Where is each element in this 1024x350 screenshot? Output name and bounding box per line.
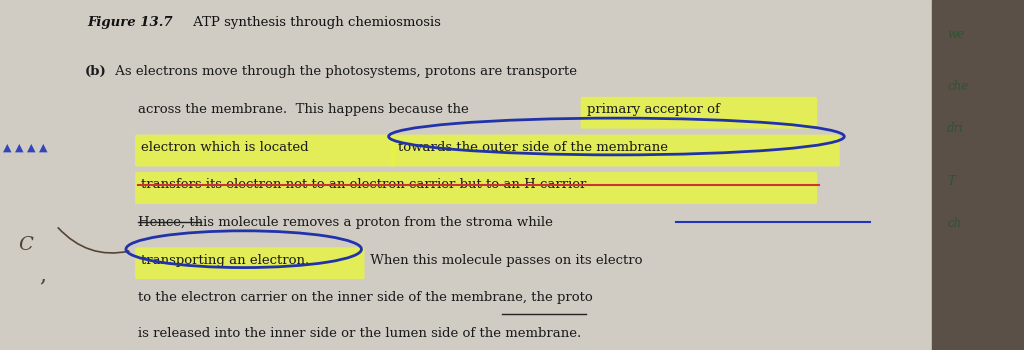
Text: transporting an electron.: transporting an electron.	[141, 254, 309, 267]
FancyBboxPatch shape	[135, 172, 817, 204]
Text: As electrons move through the photosystems, protons are transporte: As electrons move through the photosyste…	[111, 65, 577, 78]
FancyBboxPatch shape	[135, 247, 365, 279]
Bar	[932, 0, 1024, 350]
Text: Figure 13.7: Figure 13.7	[87, 16, 173, 29]
Text: ATP synthesis through chemiosmosis: ATP synthesis through chemiosmosis	[189, 16, 441, 29]
Text: electron which is located: electron which is located	[141, 141, 309, 154]
Text: transfers its electron not to an electron carrier but to an H carrier: transfers its electron not to an electro…	[141, 178, 587, 191]
FancyArrowPatch shape	[58, 228, 129, 253]
Text: towards the outer side of the membrane: towards the outer side of the membrane	[398, 141, 669, 154]
FancyBboxPatch shape	[135, 135, 395, 167]
Text: dri: dri	[947, 122, 964, 135]
Text: ▲ ▲ ▲ ▲: ▲ ▲ ▲ ▲	[3, 143, 47, 153]
Text: ,: ,	[39, 264, 46, 286]
Text: ch: ch	[947, 217, 962, 230]
FancyBboxPatch shape	[581, 97, 817, 129]
Text: we: we	[947, 28, 965, 41]
FancyBboxPatch shape	[391, 135, 840, 167]
Text: primary acceptor of: primary acceptor of	[587, 103, 720, 116]
Text: Hence, this molecule removes a proton from the stroma while: Hence, this molecule removes a proton fr…	[138, 216, 553, 229]
Text: When this molecule passes on its electro: When this molecule passes on its electro	[366, 254, 642, 267]
Text: C: C	[18, 236, 34, 254]
Text: to the electron carrier on the inner side of the membrane, the proto: to the electron carrier on the inner sid…	[138, 290, 593, 303]
Text: T: T	[947, 175, 955, 188]
Text: across the membrane.  This happens because the: across the membrane. This happens becaus…	[138, 103, 473, 116]
Text: (b): (b)	[85, 65, 106, 78]
Text: is released into the inner side or the lumen side of the membrane.: is released into the inner side or the l…	[138, 327, 582, 340]
Text: che: che	[947, 80, 969, 93]
